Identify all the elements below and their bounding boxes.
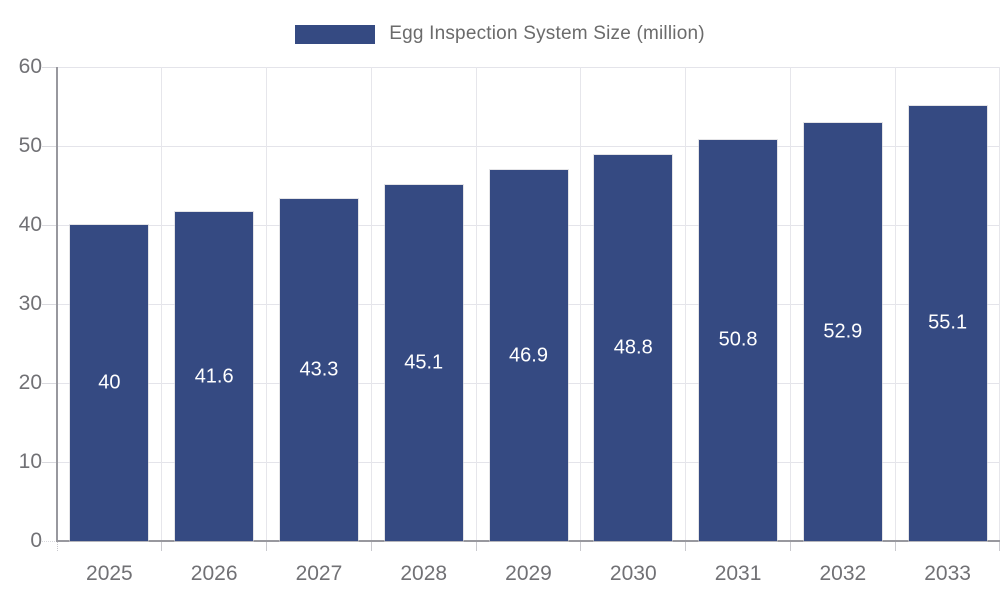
y-axis-tick [42, 540, 57, 542]
y-axis-tick-label: 50 [18, 134, 42, 157]
x-axis-tick [685, 541, 687, 551]
x-axis-tick-label: 2031 [714, 562, 762, 585]
gridline-vertical [161, 67, 163, 541]
y-axis-line [56, 67, 58, 542]
y-axis-tick [42, 461, 57, 463]
y-axis-tick [42, 66, 57, 68]
bar-value-label: 52.9 [823, 320, 863, 343]
chart-legend: Egg Inspection System Size (million) [0, 16, 1000, 52]
bar: 48.8 [594, 155, 673, 541]
bar: 55.1 [908, 105, 987, 541]
gridline-vertical [475, 67, 477, 541]
bar: 46.9 [489, 170, 568, 541]
x-axis-tick [161, 541, 163, 551]
y-axis-tick [42, 303, 57, 305]
x-axis-tick-label: 2027 [295, 562, 343, 585]
y-axis-tick-label: 10 [18, 450, 42, 473]
gridline-horizontal [57, 145, 1000, 147]
bar-value-label: 55.1 [928, 311, 968, 334]
x-axis-tick [789, 541, 791, 551]
x-axis-line [56, 540, 1000, 542]
x-axis-tick-label: 2029 [505, 562, 552, 585]
bar-value-label: 46.9 [509, 344, 548, 367]
bar-value-label: 48.8 [613, 336, 653, 359]
x-axis-tick-label: 2030 [609, 562, 657, 585]
bar: 40 [70, 225, 149, 541]
y-axis-tick-label: 0 [30, 529, 42, 552]
bar-value-label: 50.8 [718, 328, 758, 351]
x-axis-tick-label: 2025 [86, 562, 133, 585]
gridline-vertical [580, 67, 582, 541]
x-axis-tick [998, 541, 1000, 551]
bar-value-label: 41.6 [194, 365, 234, 388]
x-axis-tick-label: 2028 [400, 562, 448, 585]
x-axis-tick [894, 541, 896, 551]
y-axis-tick-label: 60 [18, 55, 42, 78]
y-axis-tick [42, 224, 57, 226]
x-axis-tick-label: 2032 [819, 562, 867, 585]
bar: 45.1 [384, 184, 463, 541]
bar: 52.9 [803, 123, 882, 541]
bar-value-label: 40 [98, 371, 121, 394]
bar: 41.6 [175, 212, 254, 541]
gridline-horizontal [57, 66, 1000, 68]
bar-value-label: 45.1 [404, 351, 444, 374]
y-axis-tick-label: 30 [18, 292, 42, 315]
legend-swatch [295, 24, 376, 44]
y-axis-tick-label: 40 [18, 213, 42, 236]
x-axis-tick [370, 541, 372, 551]
gridline-vertical [998, 67, 1000, 541]
gridline-vertical [894, 67, 896, 541]
gridline-vertical [266, 67, 268, 541]
x-axis-tick [475, 541, 477, 551]
gridline-vertical [789, 67, 791, 541]
gridline-vertical [370, 67, 372, 541]
x-axis-tick [56, 541, 58, 551]
x-axis-tick [580, 541, 582, 551]
y-axis-tick [42, 145, 57, 147]
bar: 50.8 [699, 139, 778, 541]
x-axis-tick [266, 541, 268, 551]
y-axis-tick [42, 382, 57, 384]
x-axis-tick-label: 2033 [924, 562, 971, 585]
legend-label: Egg Inspection System Size (million) [389, 23, 705, 44]
gridline-vertical [685, 67, 687, 541]
bar: 43.3 [279, 198, 358, 541]
bar-value-label: 43.3 [299, 358, 339, 381]
y-axis-tick-label: 20 [18, 371, 42, 394]
x-axis-tick-label: 2026 [190, 562, 238, 585]
